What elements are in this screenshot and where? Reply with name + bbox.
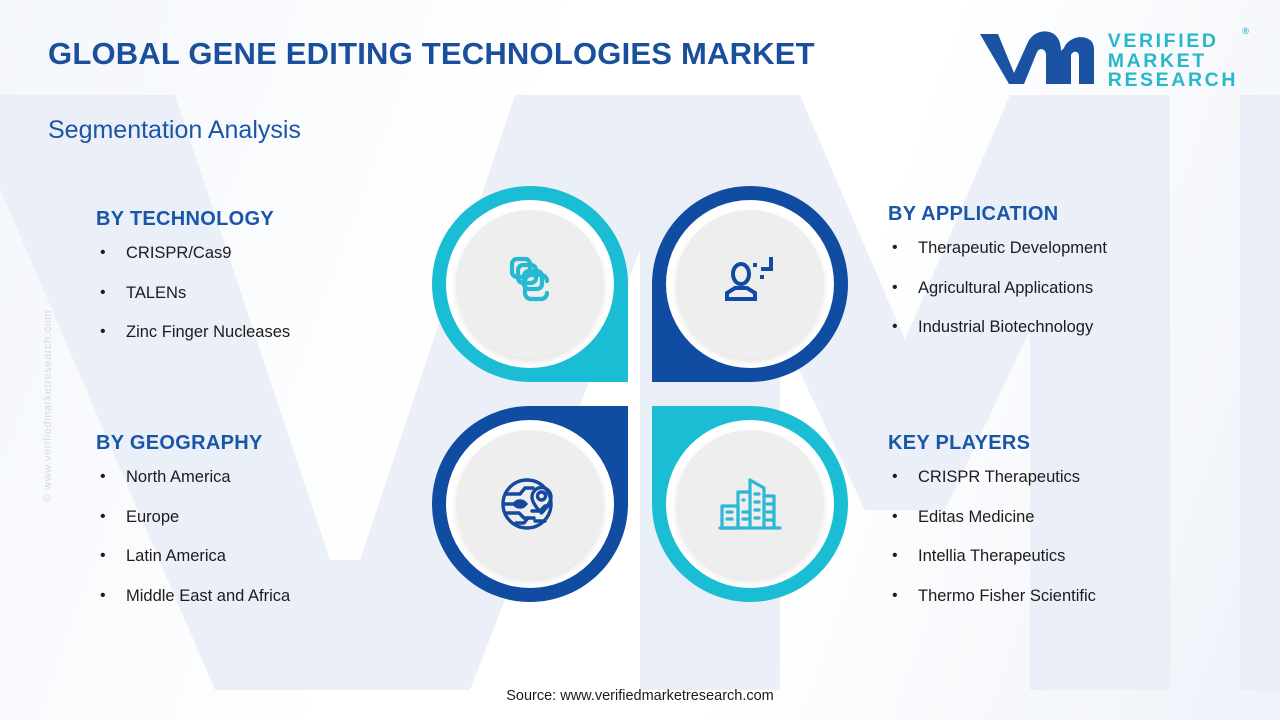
- list-item-label: Editas Medicine: [918, 507, 1035, 526]
- source-footer: Source: www.verifiedmarketresearch.com: [506, 688, 774, 704]
- segment-list-application: • Therapeutic Development • Agricultural A…: [888, 240, 1238, 336]
- bullet-icon: •: [892, 547, 898, 564]
- list-item: • Industrial Biotechnology: [888, 319, 1238, 336]
- bullet-icon: •: [100, 507, 106, 525]
- bullet-icon: •: [100, 323, 106, 340]
- bullet-icon: •: [100, 586, 106, 604]
- segment-heading-key-players: KEY PLAYERS: [888, 432, 1031, 454]
- pin-technology: [432, 186, 628, 382]
- list-item-label: Therapeutic Development: [918, 239, 1107, 257]
- list-item: • Middle East and Africa: [96, 586, 426, 605]
- list-item: • Intellia Therapeutics: [888, 548, 1238, 565]
- pin-inner-circle: [456, 430, 604, 578]
- bullet-icon: •: [892, 239, 898, 256]
- list-item-label: Europe: [126, 507, 180, 526]
- list-item: • Agricultural Applications: [888, 278, 1238, 297]
- bullet-icon: •: [100, 244, 106, 261]
- list-item: • TALENs: [96, 283, 426, 302]
- list-item-label: Thermo Fisher Scientific: [918, 586, 1096, 605]
- list-item: • Europe: [96, 507, 426, 526]
- bullet-icon: •: [892, 278, 898, 296]
- list-item: • Editas Medicine: [888, 507, 1238, 526]
- vmr-logo: VERIFIED ® MARKET RESEARCH: [976, 26, 1249, 95]
- segment-list-technology: • CRISPR/Cas9 • TALENs • Zinc Finger Nuclea…: [96, 245, 426, 341]
- pin-inner-circle: [676, 430, 824, 578]
- page-subtitle: Segmentation Analysis: [48, 116, 301, 144]
- logo-line-research: RESEARCH: [1107, 69, 1238, 92]
- segment-list-geography: • North America • Europe • Latin America • M…: [96, 469, 426, 604]
- list-item-label: CRISPR Therapeutics: [918, 468, 1081, 486]
- list-item-label: Latin America: [126, 547, 226, 565]
- vmr-monogram-icon: [976, 28, 1094, 95]
- segment-heading-geography: BY GEOGRAPHY: [96, 432, 263, 454]
- bullet-icon: •: [892, 507, 898, 525]
- layers-stack-icon: [495, 247, 565, 322]
- list-item: • CRISPR/Cas9: [96, 245, 426, 262]
- list-item: • Therapeutic Development: [888, 240, 1238, 257]
- bullet-icon: •: [892, 468, 898, 485]
- list-item-label: Middle East and Africa: [126, 586, 291, 605]
- side-copyright-watermark: © www.verifiedmarketresearch.com: [42, 309, 54, 503]
- page-title: GLOBAL GENE EDITING TECHNOLOGIES MARKET: [48, 36, 815, 71]
- pin-application: [652, 186, 848, 382]
- bullet-icon: •: [892, 586, 898, 604]
- list-item-label: North America: [126, 468, 231, 486]
- segment-heading-application: BY APPLICATION: [888, 203, 1059, 225]
- list-item: • Thermo Fisher Scientific: [888, 586, 1238, 605]
- bullet-icon: •: [100, 283, 106, 301]
- segment-list-key-players: • CRISPR Therapeutics • Editas Medicine • I…: [888, 469, 1238, 604]
- user-profile-icon: [715, 247, 785, 322]
- registered-mark-icon: ®: [1242, 25, 1249, 36]
- list-item-label: Industrial Biotechnology: [918, 318, 1094, 336]
- logo-line-verified: VERIFIED: [1107, 29, 1219, 52]
- list-item-label: Intellia Therapeutics: [918, 547, 1066, 565]
- list-item: • North America: [96, 469, 426, 486]
- segment-technology: BY TECHNOLOGY • CRISPR/Cas9 • TALENs • Zinc…: [96, 208, 426, 364]
- list-item-label: Zinc Finger Nucleases: [126, 323, 291, 341]
- list-item-label: TALENs: [126, 283, 187, 302]
- list-item: • Latin America: [96, 548, 426, 565]
- pin-inner-circle: [456, 210, 604, 358]
- list-item-label: Agricultural Applications: [918, 278, 1094, 297]
- bullet-icon: •: [100, 468, 106, 485]
- segment-heading-technology: BY TECHNOLOGY: [96, 208, 274, 230]
- bullet-icon: •: [892, 318, 898, 335]
- segment-key-players: KEY PLAYERS • CRISPR Therapeutics • Editas…: [888, 432, 1238, 627]
- vmr-logo-text: VERIFIED ® MARKET RESEARCH: [1107, 26, 1249, 92]
- header: GLOBAL GENE EDITING TECHNOLOGIES MARKET: [0, 0, 1280, 120]
- pin-key-players: [652, 406, 848, 602]
- bullet-icon: •: [100, 547, 106, 564]
- list-item: • CRISPR Therapeutics: [888, 469, 1238, 486]
- pin-inner-circle: [676, 210, 824, 358]
- list-item-label: CRISPR/Cas9: [126, 244, 232, 262]
- pin-geography: [432, 406, 628, 602]
- segment-application: BY APPLICATION • Therapeutic Development …: [888, 203, 1238, 359]
- city-buildings-icon: [714, 466, 786, 543]
- list-item: • Zinc Finger Nucleases: [96, 324, 426, 341]
- segment-icon-pinwheel: [432, 186, 848, 602]
- segment-geography: BY GEOGRAPHY • North America • Europe • Lat…: [96, 432, 426, 627]
- globe-location-pin-icon: [494, 466, 566, 543]
- logo-line-market: MARKET: [1107, 49, 1207, 72]
